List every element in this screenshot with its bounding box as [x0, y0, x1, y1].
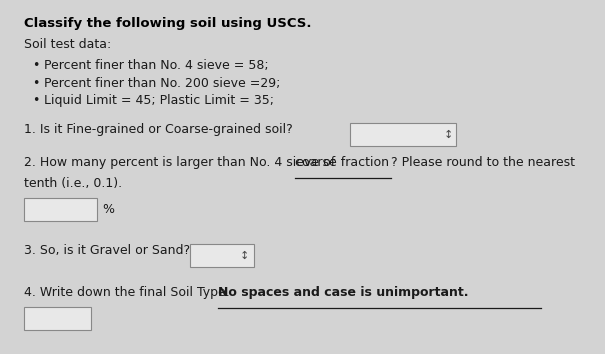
- Text: 3. So, is it Gravel or Sand?: 3. So, is it Gravel or Sand?: [24, 244, 190, 257]
- Text: %: %: [102, 203, 114, 216]
- FancyBboxPatch shape: [350, 123, 456, 146]
- Text: Percent finer than No. 4 sieve = 58;: Percent finer than No. 4 sieve = 58;: [44, 59, 268, 72]
- FancyBboxPatch shape: [189, 244, 254, 267]
- Text: tenth (i.e., 0.1).: tenth (i.e., 0.1).: [24, 177, 122, 190]
- Text: coarse fraction: coarse fraction: [295, 156, 388, 169]
- Text: 2. How many percent is larger than No. 4 sieve of: 2. How many percent is larger than No. 4…: [24, 156, 339, 169]
- Text: ↕: ↕: [240, 251, 249, 261]
- FancyBboxPatch shape: [24, 198, 97, 221]
- Text: Liquid Limit = 45; Plastic Limit = 35;: Liquid Limit = 45; Plastic Limit = 35;: [44, 95, 273, 108]
- Text: Percent finer than No. 200 sieve =29;: Percent finer than No. 200 sieve =29;: [44, 77, 280, 90]
- Text: •: •: [32, 77, 40, 90]
- Text: ↕: ↕: [443, 130, 453, 140]
- Text: •: •: [32, 59, 40, 72]
- Text: 4. Write down the final Soil Type.: 4. Write down the final Soil Type.: [24, 286, 234, 299]
- Text: No spaces and case is unimportant.: No spaces and case is unimportant.: [218, 286, 468, 299]
- Text: Soil test data:: Soil test data:: [24, 38, 111, 51]
- Text: 1. Is it Fine-grained or Coarse-grained soil?: 1. Is it Fine-grained or Coarse-grained …: [24, 122, 293, 136]
- Text: •: •: [32, 95, 40, 108]
- Text: Classify the following soil using USCS.: Classify the following soil using USCS.: [24, 17, 312, 30]
- Text: ? Please round to the nearest: ? Please round to the nearest: [391, 156, 575, 169]
- FancyBboxPatch shape: [24, 307, 91, 330]
